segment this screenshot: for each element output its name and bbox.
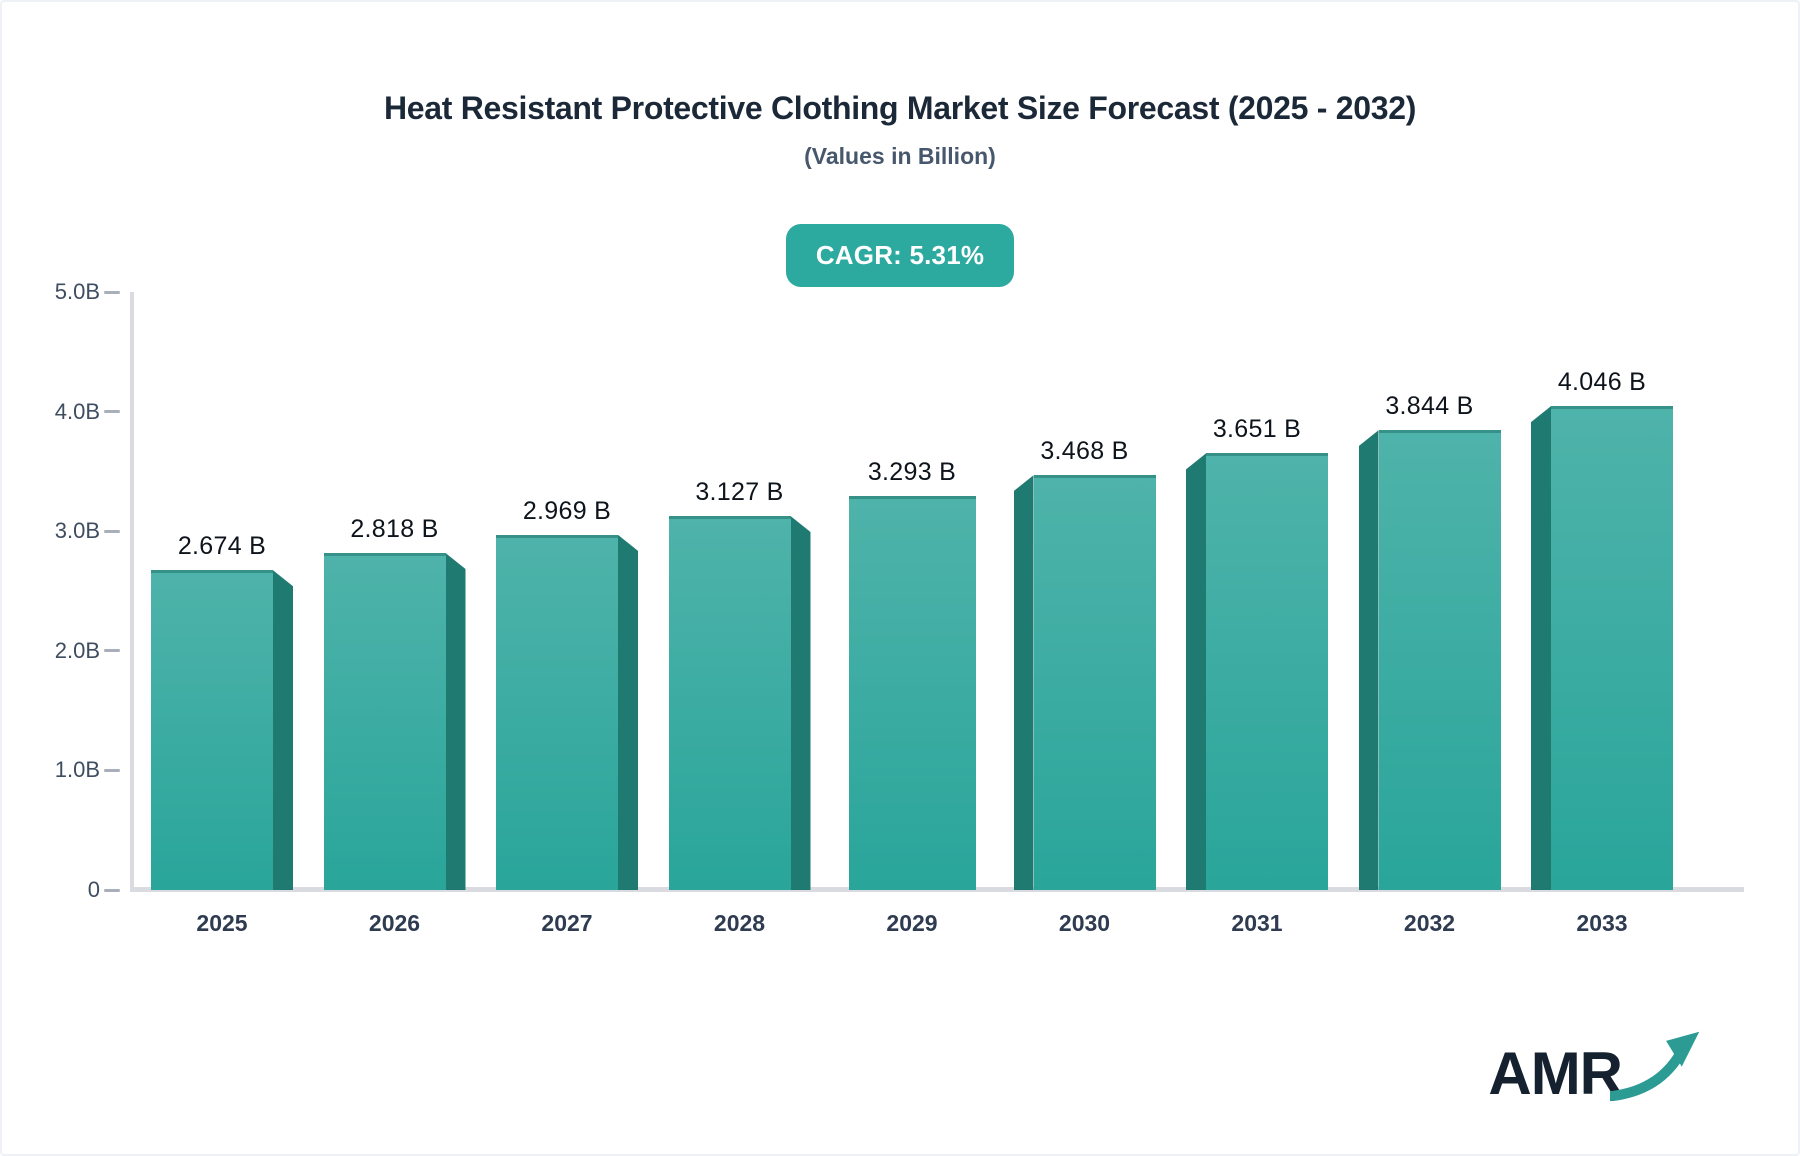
bar-side-3d [445,552,466,890]
bar-value-label: 2.818 B [350,514,439,543]
bar-2032: 3.844 B [1358,392,1501,890]
x-axis-year-label: 2025 [196,910,248,936]
y-axis-tick-mark [104,290,120,294]
bar-2033: 4.046 B [1531,368,1673,890]
x-axis-year-label: 2027 [541,910,593,936]
y-axis-tick-mark [104,888,120,892]
amr-logo: AMR [1488,1024,1702,1104]
bar-face [151,570,273,890]
y-axis-tick-label: 3.0B [54,518,100,544]
bar-face [668,516,791,890]
x-axis-year-label: 2028 [713,910,766,936]
bar-face [1206,453,1328,890]
bar-value-label: 3.651 B [1212,415,1302,444]
chart-subtitle: (Values in Billion) [804,143,996,169]
amr-logo-text: AMR [1488,1040,1623,1107]
bar-2030: 3.468 B [1013,437,1156,890]
bar-side-3d [1186,453,1206,890]
bar-face [496,534,618,890]
bar-value-label: 4.046 B [1557,368,1647,397]
y-axis-tick-mark [104,529,120,533]
x-axis-year-label: 2031 [1231,910,1283,936]
x-axis-year-label: 2030 [1058,910,1111,936]
y-axis-tick-label: 2.0B [54,637,100,663]
chart-title: Heat Resistant Protective Clothing Marke… [383,90,1417,126]
y-axis-tick-mark [104,649,120,653]
y-axis-tick-label: 0 [87,877,100,902]
bar-2025: 2.674 B [151,532,293,890]
bar-2028: 3.127 B [668,478,811,890]
y-axis-tick-mark [104,768,120,772]
bar-side-3d [618,534,638,890]
chart-header: Heat Resistant Protective Clothing Marke… [2,2,1798,287]
y-axis-tick-label: 4.0B [54,398,100,424]
y-axis-tick-label: 5.0B [54,279,100,304]
bar-side-3d [1013,475,1034,890]
y-axis-tick-mark [104,410,120,414]
bar-2031: 3.651 B [1186,415,1328,890]
bar-side-3d [790,516,811,890]
bar-value-label: 2.969 B [522,496,612,525]
x-axis-year-label: 2026 [368,910,421,936]
bar-value-label: 3.844 B [1385,392,1474,421]
bar-2027: 2.969 B [496,497,638,890]
bar-side-3d [1531,406,1551,890]
y-axis-tick-label: 1.0B [54,757,100,783]
x-axis-year-label: 2033 [1576,910,1628,936]
bar-value-label: 3.293 B [867,458,957,487]
y-axis-line [130,292,134,892]
bar-value-label: 3.468 B [1040,437,1129,466]
bar-side-3d [273,570,293,890]
bar-side-3d [1358,430,1379,890]
growth-arrow-icon [1610,1031,1700,1102]
bar-face [1033,475,1156,890]
bar-face [848,496,976,890]
x-axis-year-label: 2032 [1403,910,1456,936]
bar-value-label: 3.127 B [695,478,784,506]
bar-face [1551,406,1673,890]
x-axis-year-label: 2029 [886,910,938,936]
bar-value-label: 2.674 B [177,532,267,561]
bar-face [1378,430,1501,890]
cagr-badge: CAGR: 5.31% [785,224,1015,287]
bar-face [323,552,446,890]
bar-2026: 2.818 B [323,515,466,890]
bar-2029: 3.293 B [848,458,976,890]
